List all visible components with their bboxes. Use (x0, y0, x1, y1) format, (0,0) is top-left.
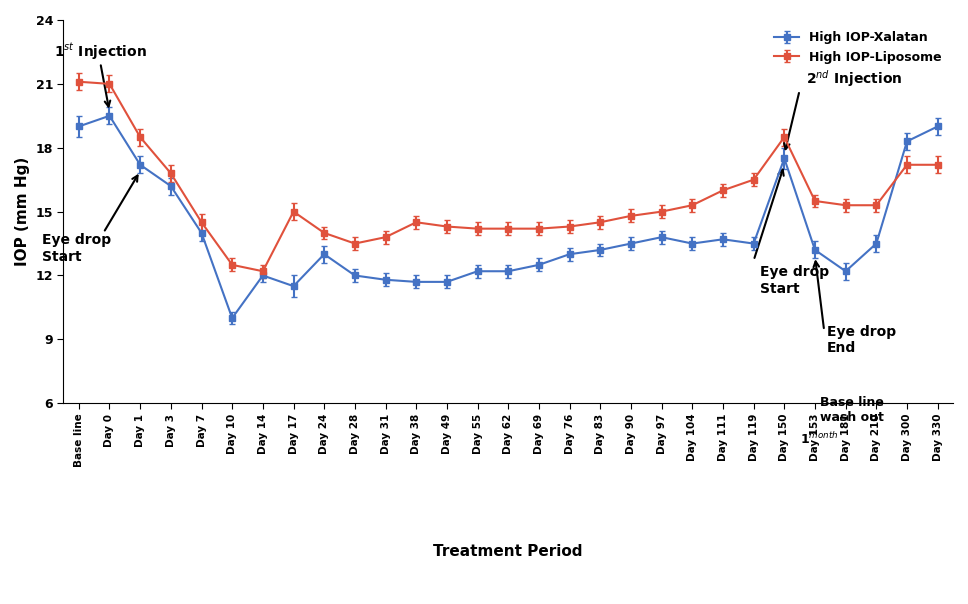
Text: Base line
wash out: Base line wash out (820, 396, 884, 425)
Y-axis label: IOP (mm Hg): IOP (mm Hg) (15, 157, 30, 266)
Text: Eye drop
Start: Eye drop Start (42, 233, 111, 263)
Text: Eye drop
Start: Eye drop Start (760, 265, 829, 295)
Legend: High IOP-Xalatan, High IOP-Liposome: High IOP-Xalatan, High IOP-Liposome (770, 26, 947, 68)
X-axis label: Treatment Period: Treatment Period (434, 544, 583, 559)
Text: 1$^{month}$: 1$^{month}$ (800, 431, 839, 447)
Text: 1$^{st}$ Injection: 1$^{st}$ Injection (54, 41, 147, 62)
Text: 2$^{nd}$ Injection: 2$^{nd}$ Injection (805, 68, 902, 89)
Text: Eye drop
End: Eye drop End (828, 325, 896, 355)
